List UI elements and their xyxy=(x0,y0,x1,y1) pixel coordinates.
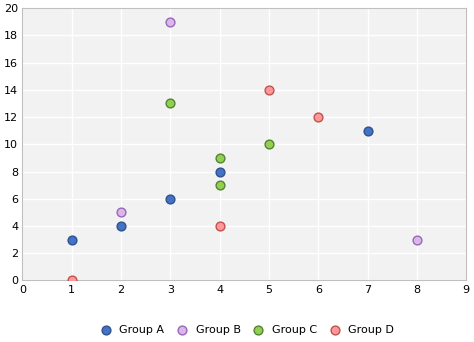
Group D xyxy=(68,278,75,283)
Group C xyxy=(166,101,174,106)
Group D xyxy=(216,223,224,229)
Group B xyxy=(166,19,174,25)
Group A xyxy=(364,128,372,133)
Group A xyxy=(216,169,224,174)
Legend: Group A, Group B, Group C, Group D: Group A, Group B, Group C, Group D xyxy=(91,321,397,338)
Group D xyxy=(265,87,273,93)
Group C xyxy=(216,182,224,188)
Group A xyxy=(117,223,125,229)
Group C xyxy=(265,142,273,147)
Group D xyxy=(315,114,322,120)
Group A xyxy=(166,196,174,201)
Group C xyxy=(216,155,224,161)
Group B xyxy=(117,210,125,215)
Group B xyxy=(413,237,421,242)
Group A xyxy=(68,237,75,242)
